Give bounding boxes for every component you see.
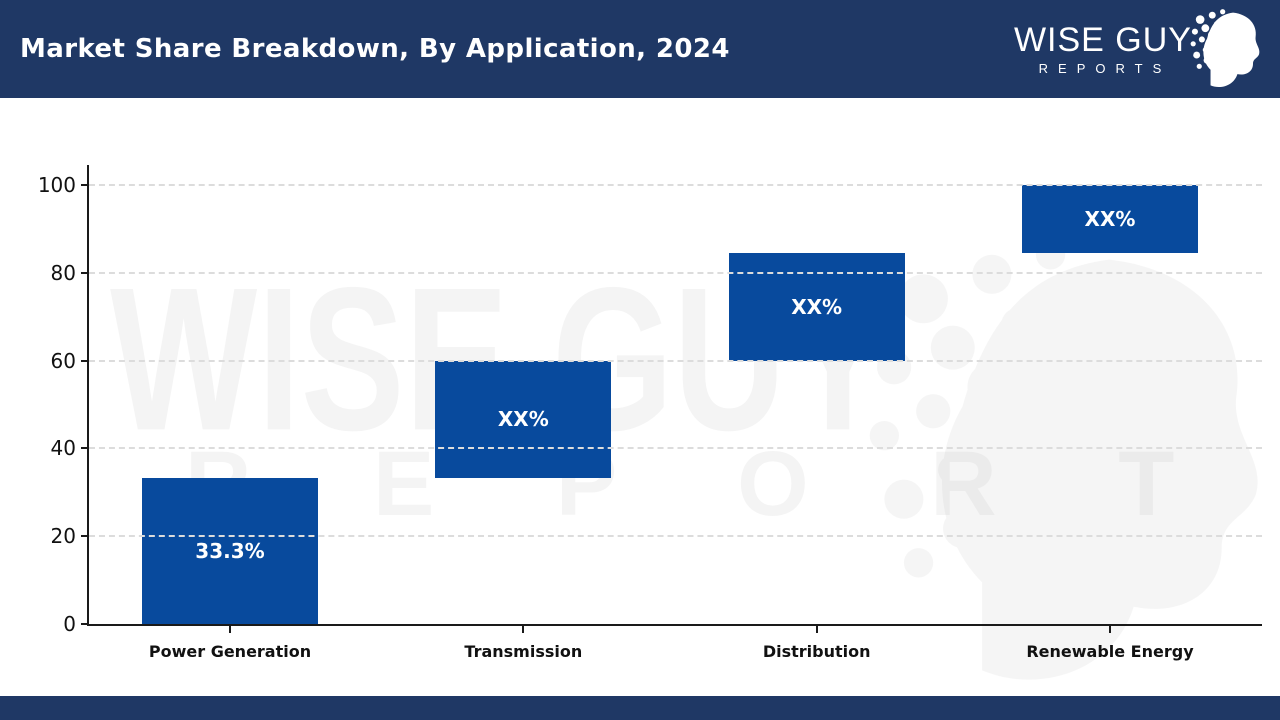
y-axis-tick-mark	[81, 271, 89, 274]
y-axis-tick-mark	[81, 447, 89, 450]
brand-name-text: WISE GUY	[1013, 21, 1192, 59]
brand-logo: WISE GUY REPORTS	[1014, 7, 1280, 91]
y-axis-tick-label-0: 0	[63, 612, 76, 636]
x-axis-tick-mark	[1108, 625, 1111, 633]
category-label-transmission: Transmission	[464, 642, 583, 661]
y-axis-tick-mark	[81, 623, 89, 625]
bar-power-generation: 33.3%	[142, 477, 318, 624]
brand-subtitle-text: REPORTS	[1038, 61, 1172, 76]
bar-value-label: XX%	[791, 294, 843, 319]
footer-bar	[0, 696, 1280, 720]
y-axis-tick-label-20: 20	[50, 524, 76, 549]
y-axis-tick-mark	[81, 184, 89, 186]
page-title: Market Share Breakdown, By Application, …	[20, 34, 730, 64]
watermark-face-icon	[869, 240, 1258, 680]
watermark-reports-text: R E P O R T S	[185, 438, 1280, 530]
bar-value-label: 33.3%	[195, 538, 265, 563]
y-axis-tick-label-100: 100	[37, 173, 76, 197]
y-axis-tick-mark	[81, 535, 89, 538]
bar-distribution: XX%	[728, 253, 905, 361]
y-axis-tick-label-80: 80	[50, 260, 76, 285]
category-label-renewable-energy: Renewable Energy	[1026, 642, 1194, 661]
gridline-40	[89, 447, 1262, 450]
gridline-20	[89, 535, 1262, 538]
y-axis	[87, 165, 89, 626]
brand-wordmark: WISE GUY REPORTS	[1014, 23, 1192, 75]
bar-renewable-energy: XX%	[1021, 185, 1198, 254]
x-axis-tick-mark	[815, 625, 818, 633]
gridline-80	[89, 271, 1262, 274]
x-axis	[87, 624, 1262, 626]
gridline-60	[89, 359, 1262, 362]
bar-value-label: XX%	[497, 407, 549, 432]
gridline-100	[89, 184, 1262, 186]
category-label-distribution: Distribution	[762, 642, 871, 661]
dotted-face-logo-icon	[1190, 9, 1260, 88]
bar-value-label: XX%	[1084, 207, 1136, 232]
plot-area: 33.3% XX% XX% XX% 0 20 40 60 80 100 Power Generati…	[0, 98, 1280, 696]
y-axis-tick-label-60: 60	[50, 348, 76, 373]
x-axis-tick-mark	[522, 625, 525, 633]
y-axis-tick-mark	[81, 359, 89, 362]
header-band: Market Share Breakdown, By Application, …	[0, 0, 1280, 98]
y-axis-tick-label-40: 40	[50, 436, 76, 461]
x-axis-tick-mark	[229, 625, 231, 633]
category-label-power-generation: Power Generation	[148, 642, 312, 661]
bar-transmission: XX%	[435, 360, 612, 478]
